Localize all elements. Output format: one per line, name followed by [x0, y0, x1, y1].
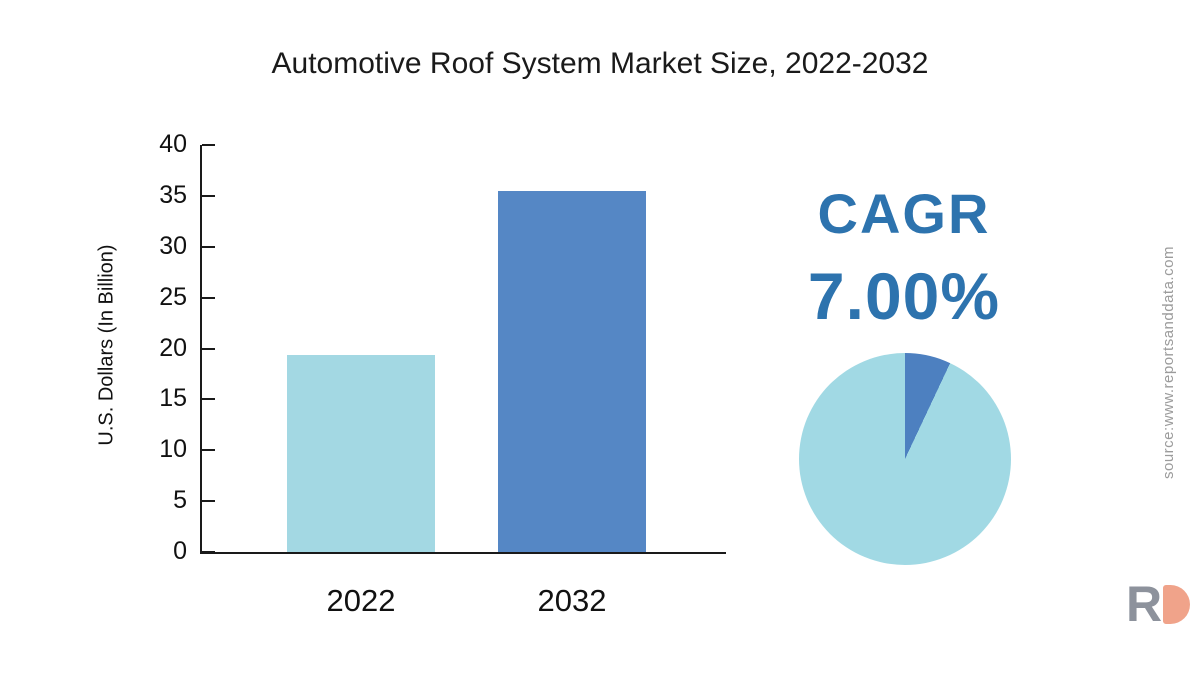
y-tick-label: 15	[159, 384, 187, 413]
y-tick-mark	[202, 398, 215, 401]
y-tick-label: 5	[173, 486, 187, 515]
y-tick-mark	[202, 500, 215, 503]
y-tick-mark	[202, 347, 215, 350]
y-tick-mark	[202, 296, 215, 299]
pie-chart	[799, 353, 1011, 565]
y-tick-label: 40	[159, 130, 187, 158]
y-tick-mark	[202, 144, 215, 146]
cagr-label: CAGR	[817, 182, 991, 245]
logo-d-shape-icon	[1163, 585, 1191, 624]
y-axis-label: U.S. Dollars (In Billion)	[95, 244, 118, 446]
source-attribution: source:www.reportsanddata.com	[1160, 246, 1177, 479]
y-tick-label: 0	[173, 537, 187, 565]
cagr-callout: CAGR 7.00%	[744, 182, 1064, 333]
bar-plot-area: 0 5 10 15 20 25 30 35 40 2022 2032	[159, 130, 726, 618]
y-tick-mark	[202, 194, 215, 197]
bar-2032	[498, 190, 646, 552]
y-tick-label: 30	[159, 231, 187, 260]
chart-title: Automotive Roof System Market Size, 2022…	[271, 47, 929, 80]
reportsanddata-logo: R	[1126, 576, 1191, 632]
x-tick-label-2022: 2022	[326, 583, 396, 618]
cagr-value: 7.00%	[807, 259, 1001, 333]
logo-letter-r: R	[1126, 576, 1162, 632]
y-tick-label: 10	[159, 435, 187, 464]
y-tick-mark	[202, 449, 215, 452]
y-tick-label: 35	[159, 180, 187, 209]
x-tick-label-2032: 2032	[537, 583, 607, 618]
y-tick-mark	[202, 245, 215, 248]
y-tick-label: 25	[159, 282, 187, 311]
bar-2022	[287, 354, 435, 552]
y-tick-mark	[202, 551, 215, 553]
y-tick-label: 20	[159, 333, 187, 362]
